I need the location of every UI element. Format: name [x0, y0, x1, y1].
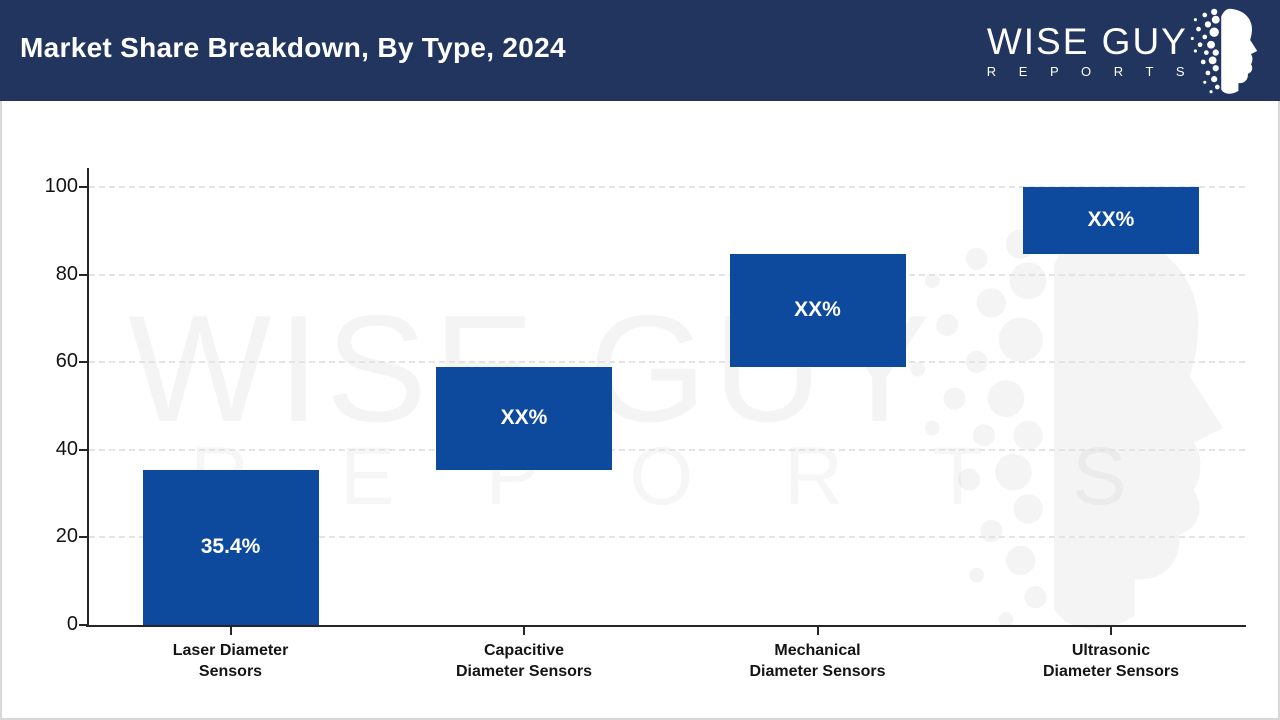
y-tick-label: 20	[55, 525, 78, 548]
waterfall-bar: 35.4%	[142, 469, 319, 625]
wiseguy-logo: WISE GUY R E P O R T S	[981, 7, 1258, 95]
gridline	[89, 448, 1245, 451]
x-category-label: Laser Diameter Sensors	[172, 642, 289, 681]
x-category-label: Capacitive Diameter Sensors	[455, 642, 593, 681]
bar-value-label: XX%	[1087, 208, 1135, 232]
waterfall-bar: XX%	[436, 366, 612, 470]
y-tick	[79, 361, 87, 364]
x-tick	[1110, 627, 1112, 635]
y-tick-label: 80	[55, 262, 78, 285]
gridline	[89, 536, 1245, 539]
y-tick-label: 100	[44, 175, 78, 197]
x-tick	[523, 627, 525, 635]
x-category-label: Ultrasonic Diameter Sensors	[1042, 642, 1180, 681]
gridline	[89, 273, 1245, 276]
y-tick	[79, 536, 87, 539]
header-band: Market Share Breakdown, By Type, 2024 WI…	[0, 0, 1280, 101]
logo-wordmark: WISE GUY	[986, 20, 1188, 62]
x-tick	[816, 627, 819, 635]
y-tick	[79, 186, 87, 188]
y-tick-label: 40	[55, 437, 78, 460]
gridline	[89, 361, 1245, 364]
page-title: Market Share Breakdown, By Type, 2024	[20, 31, 566, 63]
y-axis-line	[87, 168, 89, 627]
waterfall-bar: XX%	[729, 253, 906, 367]
y-tick-label: 0	[66, 613, 78, 635]
bar-value-label: XX%	[794, 298, 841, 322]
gridline	[89, 186, 1245, 188]
y-tick	[79, 448, 87, 451]
waterfall-bar: XX%	[1023, 187, 1199, 254]
y-tick	[79, 624, 87, 626]
y-tick-label: 60	[55, 350, 78, 373]
bar-value-label: XX%	[500, 406, 548, 430]
x-tick	[229, 627, 232, 635]
y-tick	[79, 273, 87, 276]
bar-value-label: 35.4%	[200, 535, 261, 559]
x-category-label: Mechanical Diameter Sensors	[749, 642, 886, 681]
x-axis-line	[86, 625, 1246, 627]
logo-subtitle: R E P O R T S	[986, 63, 1194, 79]
